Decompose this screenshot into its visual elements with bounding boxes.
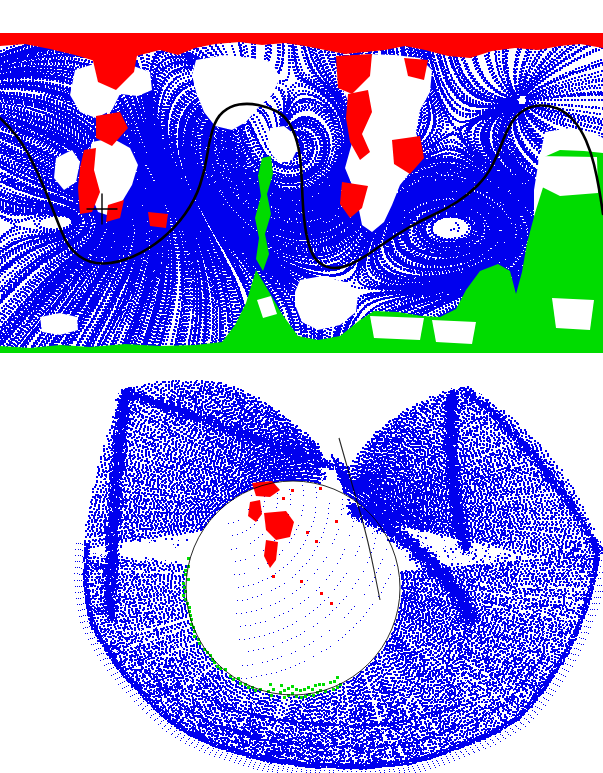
field-map-canvas — [0, 33, 603, 354]
field-map-panel — [0, 33, 603, 354]
field-surface-panel — [0, 380, 603, 773]
field-surface-canvas — [0, 380, 603, 773]
